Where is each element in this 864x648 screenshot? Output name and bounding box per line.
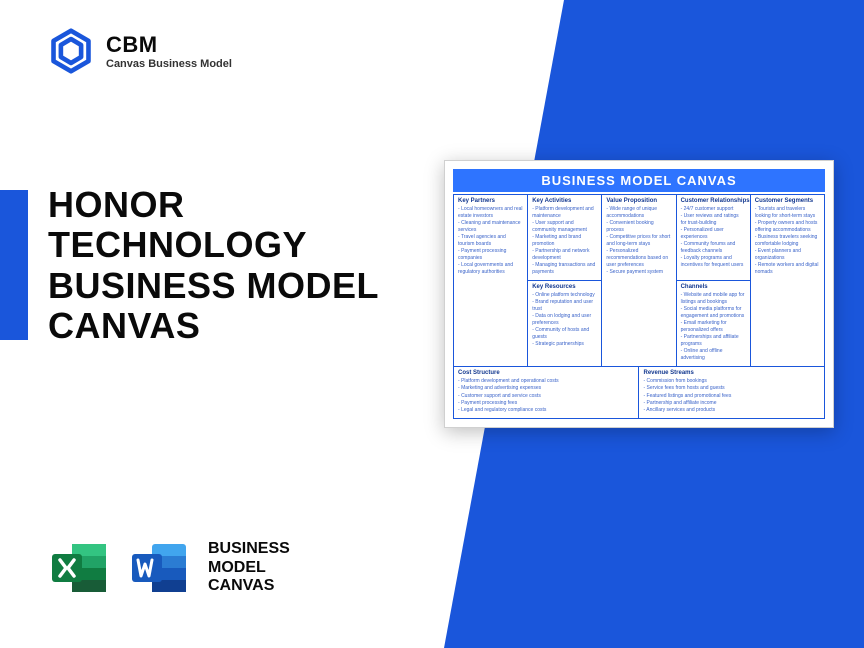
block-cost-structure: Cost Structure Platform development and o… <box>454 367 639 419</box>
block-item: Secure payment system <box>606 269 671 276</box>
block-item: Tourists and travelers looking for short… <box>755 206 820 220</box>
block-item: Payment processing companies <box>458 248 523 262</box>
block-item: Competitive prices for short and long-te… <box>606 234 671 248</box>
block-item: Payment processing fees <box>458 400 634 407</box>
block-item: Personalized recommendations based on us… <box>606 248 671 268</box>
block-item: Ancillary services and products <box>643 407 820 414</box>
block-item: Convenient booking process <box>606 220 671 234</box>
block-title: Customer Relationships <box>681 198 746 204</box>
block-items: Platform development and operational cos… <box>458 378 634 414</box>
block-items: Website and mobile app for listings and … <box>681 292 746 362</box>
block-item: Strategic partnerships <box>532 341 597 348</box>
block-item: Property owners and hosts offering accom… <box>755 220 820 234</box>
block-item: User support and community management <box>532 220 597 234</box>
block-item: Email marketing for personalized offers <box>681 320 746 334</box>
badges-label-line: BUSINESS <box>208 540 290 558</box>
block-value-proposition: Value Proposition Wide range of unique ac… <box>602 195 676 367</box>
canvas-preview: BUSINESS MODEL CANVAS Key Partners Local … <box>444 160 834 428</box>
block-revenue-streams: Revenue Streams Commission from bookingsS… <box>639 367 825 419</box>
block-items: Platform development and maintenanceUser… <box>532 206 597 276</box>
block-item: Platform development and maintenance <box>532 206 597 220</box>
block-item: Featured listings and promotional fees <box>643 393 820 400</box>
badges-label-line: CANVAS <box>208 577 290 595</box>
badges-label-line: MODEL <box>208 559 290 577</box>
block-item: Social media platforms for engagement an… <box>681 306 746 320</box>
block-item: Marketing and advertising expenses <box>458 385 634 392</box>
block-title: Key Activities <box>532 198 597 204</box>
block-item: Data on lodging and user preferences <box>532 313 597 327</box>
excel-icon <box>48 536 112 600</box>
block-title: Revenue Streams <box>643 370 820 376</box>
block-item: Event planners and organizations <box>755 248 820 262</box>
block-items: Local homeowners and real estate investo… <box>458 206 523 276</box>
block-item: Online and offline advertising <box>681 348 746 362</box>
block-item: Loyalty programs and incentives for freq… <box>681 255 746 269</box>
block-item: Customer support and service costs <box>458 393 634 400</box>
block-item: Service fees from hosts and guests <box>643 385 820 392</box>
block-items: Tourists and travelers looking for short… <box>755 206 820 276</box>
block-title: Channels <box>681 284 746 290</box>
block-item: 24/7 customer support <box>681 206 746 213</box>
block-title: Key Resources <box>532 284 597 290</box>
block-key-resources: Key Resources Online platform technologyB… <box>528 281 602 367</box>
accent-bar <box>0 190 28 340</box>
block-item: Brand reputation and user trust <box>532 299 597 313</box>
block-items: Wide range of unique accommodationsConve… <box>606 206 671 276</box>
block-items: 24/7 customer supportUser reviews and ra… <box>681 206 746 269</box>
block-customer-segments: Customer Segments Tourists and travelers … <box>751 195 825 367</box>
block-items: Commission from bookingsService fees fro… <box>643 378 820 414</box>
brand-short: CBM <box>106 32 232 58</box>
block-item: Website and mobile app for listings and … <box>681 292 746 306</box>
block-title: Cost Structure <box>458 370 634 376</box>
block-title: Value Proposition <box>606 198 671 204</box>
brand-logo: CBM Canvas Business Model <box>48 28 232 74</box>
block-item: Legal and regulatory compliance costs <box>458 407 634 414</box>
block-key-partners: Key Partners Local homeowners and real es… <box>454 195 528 367</box>
brand-long: Canvas Business Model <box>106 58 232 70</box>
canvas-grid: Key Partners Local homeowners and real es… <box>453 194 825 419</box>
block-item: Platform development and operational cos… <box>458 378 634 385</box>
block-item: Marketing and brand promotion <box>532 234 597 248</box>
block-title: Key Partners <box>458 198 523 204</box>
block-item: Online platform technology <box>532 292 597 299</box>
block-item: Personalized user experiences <box>681 227 746 241</box>
block-item: Local homeowners and real estate investo… <box>458 206 523 220</box>
block-item: Travel agencies and tourism boards <box>458 234 523 248</box>
block-item: Community forums and feedback channels <box>681 241 746 255</box>
block-item: Managing transactions and payments <box>532 262 597 276</box>
block-item: Remote workers and digital nomads <box>755 262 820 276</box>
block-key-activities: Key Activities Platform development and m… <box>528 195 602 281</box>
block-item: Wide range of unique accommodations <box>606 206 671 220</box>
block-item: User reviews and ratings for trust-build… <box>681 213 746 227</box>
block-item: Community of hosts and guests <box>532 327 597 341</box>
block-item: Partnerships and affiliate programs <box>681 334 746 348</box>
page-title: HONOR TECHNOLOGY BUSINESS MODEL CANVAS <box>48 185 408 346</box>
brand-hex-icon <box>48 28 94 74</box>
block-item: Partnership and affiliate income <box>643 400 820 407</box>
block-channels: Channels Website and mobile app for listi… <box>677 281 751 367</box>
block-item: Commission from bookings <box>643 378 820 385</box>
block-item: Cleaning and maintenance services <box>458 220 523 234</box>
block-item: Partnership and network development <box>532 248 597 262</box>
word-icon <box>128 536 192 600</box>
badges-label: BUSINESS MODEL CANVAS <box>208 540 290 595</box>
block-items: Online platform technologyBrand reputati… <box>532 292 597 348</box>
block-customer-relationships: Customer Relationships 24/7 customer supp… <box>677 195 751 281</box>
block-item: Local governments and regulatory authori… <box>458 262 523 276</box>
file-format-badges: BUSINESS MODEL CANVAS <box>48 536 290 600</box>
block-item: Business travelers seeking comfortable l… <box>755 234 820 248</box>
canvas-title: BUSINESS MODEL CANVAS <box>453 169 825 192</box>
block-title: Customer Segments <box>755 198 820 204</box>
